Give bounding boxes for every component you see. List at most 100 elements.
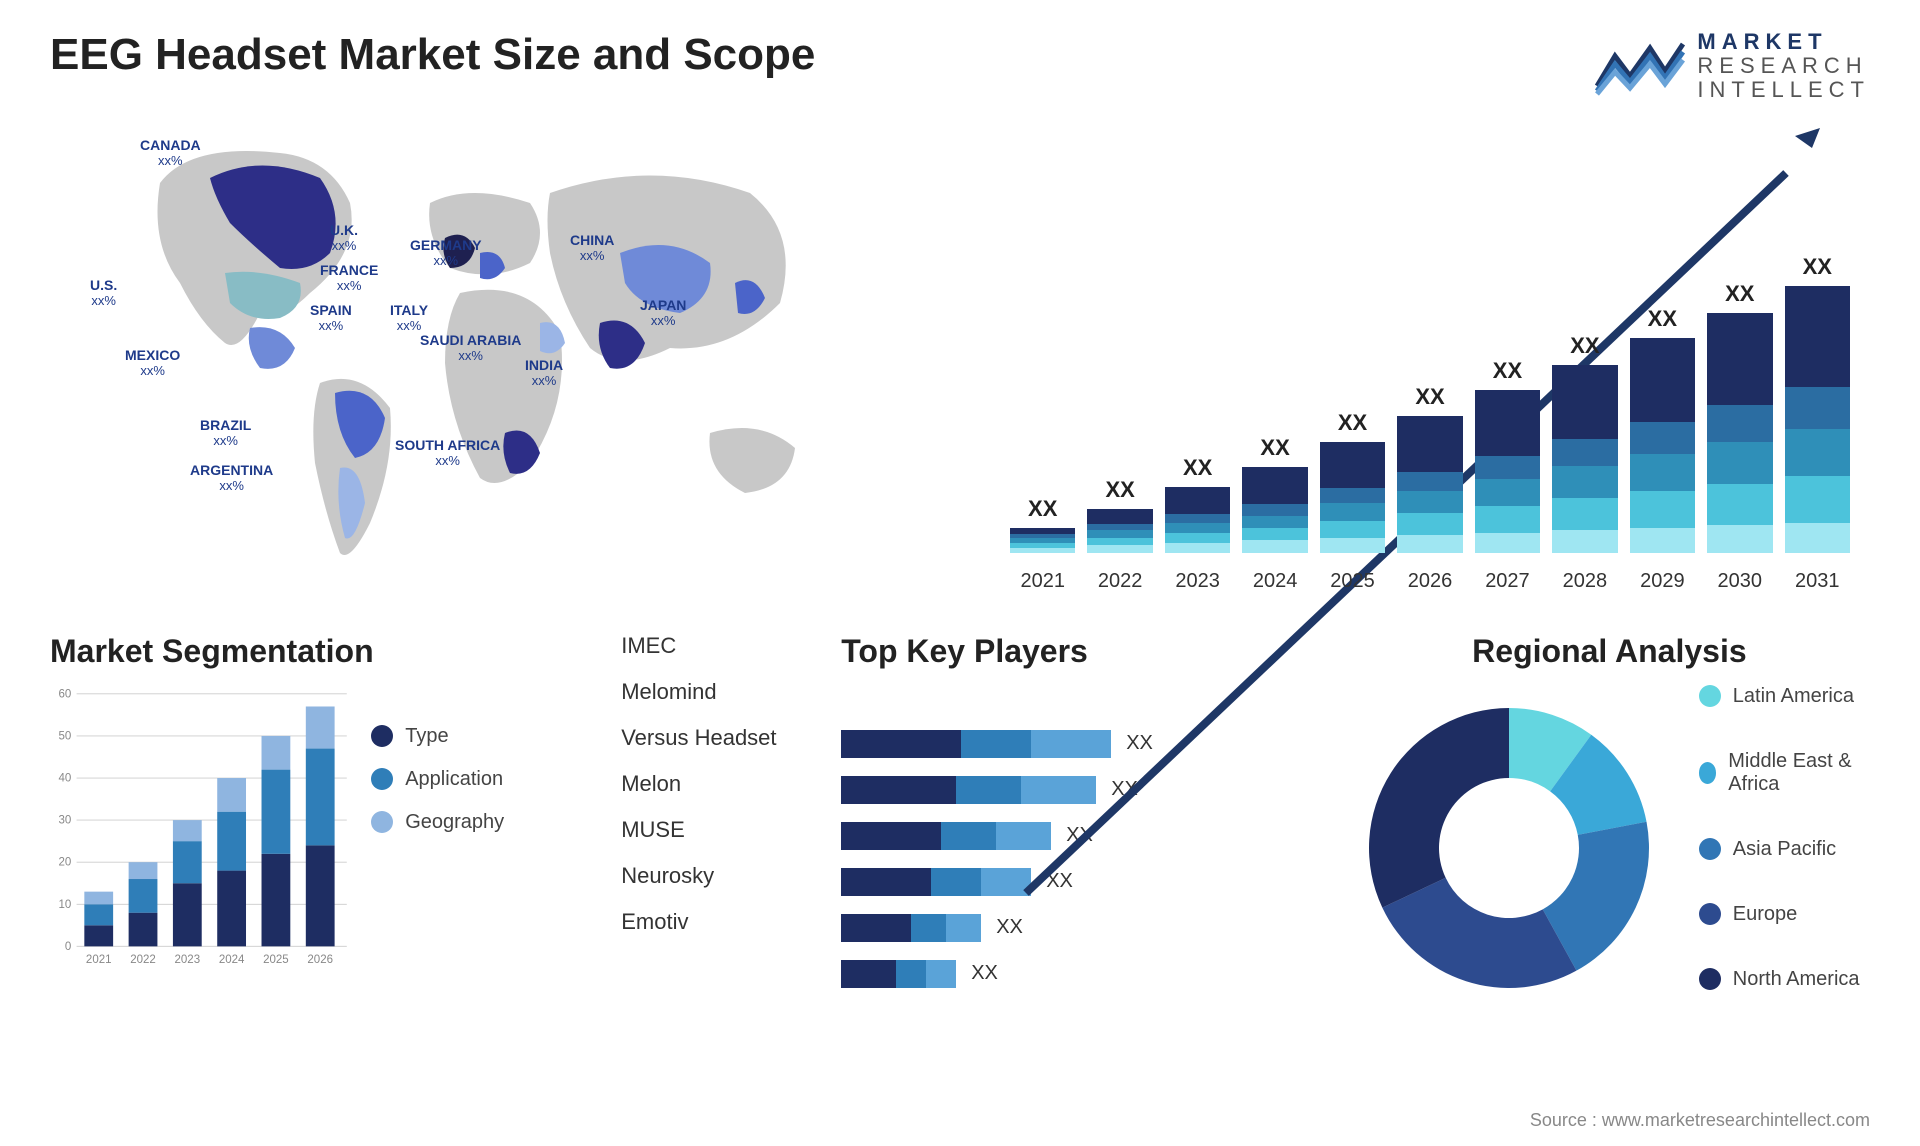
growth-bar-value-label: XX xyxy=(1570,333,1599,359)
growth-bar-segment xyxy=(1320,488,1385,503)
legend-swatch-icon xyxy=(1699,838,1721,860)
arrow-head-icon xyxy=(1790,128,1820,158)
growth-bar-segment xyxy=(1552,498,1617,530)
regional-panel: Regional Analysis Latin America Middle Ea… xyxy=(1349,633,1870,1063)
player-bar-value: XX xyxy=(1066,824,1093,847)
growth-bar-year-label: 2026 xyxy=(1397,570,1462,593)
growth-bar-segment xyxy=(1165,523,1230,533)
logo-line1: MARKET xyxy=(1697,30,1870,54)
regional-legend-item: Europe xyxy=(1699,903,1870,926)
growth-chart-panel: XXXXXXXXXXXXXXXXXXXXXX 20212022202320242… xyxy=(990,123,1870,593)
growth-bar-year-label: 2031 xyxy=(1785,570,1850,593)
growth-bar-segment xyxy=(1397,416,1462,473)
player-bar-row: XX xyxy=(841,868,1299,896)
logo-line3: INTELLECT xyxy=(1697,78,1870,102)
growth-bar-column: XX xyxy=(1475,358,1540,553)
regional-donut-chart xyxy=(1349,688,1669,1008)
segmentation-chart: 0102030405060202120222023202420252026 xyxy=(50,685,351,1005)
map-country-label: BRAZILxx% xyxy=(200,418,251,449)
legend-label: Application xyxy=(405,768,503,791)
player-bar-row: XX xyxy=(841,776,1299,804)
world-map-panel: CANADAxx% U.S.xx% MEXICOxx% BRAZILxx% ARGENT… xyxy=(50,123,930,593)
players-panel: IMECMelomindVersus HeadsetMelonMUSENeuro… xyxy=(621,633,1299,1063)
regional-legend-item: Middle East & Africa xyxy=(1699,750,1870,796)
map-country-label: FRANCExx% xyxy=(320,263,378,294)
map-country-label: U.S.xx% xyxy=(90,278,117,309)
player-name: MUSE xyxy=(621,817,821,843)
growth-bar-column: XX xyxy=(1087,477,1152,552)
logo-line2: RESEARCH xyxy=(1697,54,1870,78)
growth-bar-value-label: XX xyxy=(1803,254,1832,280)
growth-bar-column: XX xyxy=(1552,333,1617,552)
player-bar-segment xyxy=(841,960,896,988)
growth-bar-segment xyxy=(1475,533,1540,553)
player-bar-segment xyxy=(1021,776,1096,804)
legend-swatch-icon xyxy=(1699,762,1716,784)
legend-label: Latin America xyxy=(1733,685,1854,708)
page-title: EEG Headset Market Size and Scope xyxy=(50,30,815,80)
map-country-label: MEXICOxx% xyxy=(125,348,180,379)
growth-bar-segment xyxy=(1475,456,1540,478)
growth-bar-segment xyxy=(1630,491,1695,528)
growth-bar-column: XX xyxy=(1397,384,1462,553)
growth-bar-segment xyxy=(1165,514,1230,523)
segmentation-panel: Market Segmentation 01020304050602021202… xyxy=(50,633,571,1063)
growth-bar-year-label: 2024 xyxy=(1242,570,1307,593)
regional-title: Regional Analysis xyxy=(1349,633,1870,670)
growth-bar-value-label: XX xyxy=(1338,410,1367,436)
player-bar xyxy=(841,776,1096,804)
legend-swatch-icon xyxy=(1699,685,1721,707)
growth-bar-segment xyxy=(1630,338,1695,422)
growth-bar-column: XX xyxy=(1785,254,1850,552)
map-country-label: SOUTH AFRICAxx% xyxy=(395,438,500,469)
donut-segment xyxy=(1369,708,1509,908)
regional-legend: Latin America Middle East & Africa Asia Pa… xyxy=(1699,685,1870,1011)
growth-bar-segment xyxy=(1165,533,1230,543)
segmentation-legend-item: Geography xyxy=(371,811,571,834)
player-bar-segment xyxy=(996,822,1051,850)
map-country-label: CANADAxx% xyxy=(140,138,201,169)
growth-bar-year-label: 2027 xyxy=(1475,570,1540,593)
header: EEG Headset Market Size and Scope MARKET… xyxy=(50,30,1870,103)
player-bar-value: XX xyxy=(1046,870,1073,893)
regional-legend-item: Asia Pacific xyxy=(1699,838,1870,861)
map-country-label: ARGENTINAxx% xyxy=(190,463,273,494)
players-title: Top Key Players xyxy=(841,633,1299,670)
legend-swatch-icon xyxy=(371,725,393,747)
svg-text:2024: 2024 xyxy=(219,954,245,966)
player-bar-segment xyxy=(841,822,941,850)
growth-bar-segment xyxy=(1242,528,1307,540)
player-bar xyxy=(841,960,956,988)
brand-logo: MARKET RESEARCH INTELLECT xyxy=(1595,30,1870,103)
svg-text:2025: 2025 xyxy=(263,954,289,966)
growth-bar-column: XX xyxy=(1320,410,1385,553)
legend-swatch-icon xyxy=(1699,968,1721,990)
growth-bar-segment xyxy=(1242,516,1307,528)
player-bar-segment xyxy=(841,914,911,942)
growth-bar-segment xyxy=(1242,504,1307,515)
growth-bar-segment xyxy=(1165,487,1230,514)
legend-label: Middle East & Africa xyxy=(1728,750,1870,796)
legend-label: Europe xyxy=(1733,903,1798,926)
map-country-label: U.K.xx% xyxy=(330,223,358,254)
player-name: Emotiv xyxy=(621,909,821,935)
growth-bar-value-label: XX xyxy=(1415,384,1444,410)
growth-bar-segment xyxy=(1242,467,1307,504)
svg-text:30: 30 xyxy=(58,814,71,826)
growth-bar-year-label: 2023 xyxy=(1165,570,1230,593)
player-bar-row: XX xyxy=(841,730,1299,758)
player-bar-row: XX xyxy=(841,822,1299,850)
source-attribution: Source : www.marketresearchintellect.com xyxy=(1530,1110,1870,1131)
players-name-list: IMECMelomindVersus HeadsetMelonMUSENeuro… xyxy=(621,633,821,988)
bottom-row: Market Segmentation 01020304050602021202… xyxy=(50,633,1870,1063)
svg-text:10: 10 xyxy=(58,898,71,910)
regional-legend-item: Latin America xyxy=(1699,685,1870,708)
growth-bar-segment xyxy=(1165,543,1230,553)
svg-text:0: 0 xyxy=(65,940,71,952)
legend-label: Asia Pacific xyxy=(1733,838,1836,861)
growth-bar-segment xyxy=(1707,313,1772,404)
growth-bar-year-label: 2025 xyxy=(1320,570,1385,593)
growth-bar-segment xyxy=(1397,472,1462,491)
player-bar xyxy=(841,868,1031,896)
growth-bar-value-label: XX xyxy=(1106,477,1135,503)
